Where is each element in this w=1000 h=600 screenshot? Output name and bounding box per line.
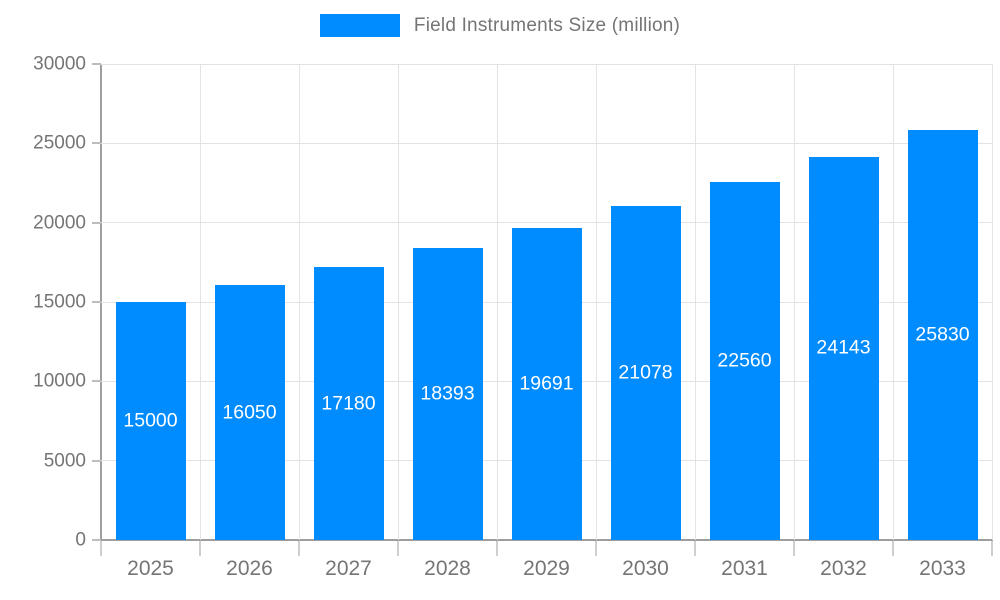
x-axis-label-2029: 2029	[523, 557, 570, 580]
v-gridline-6	[694, 64, 696, 540]
y-tick-mark	[92, 63, 101, 65]
y-axis-label-10000: 10000	[33, 370, 86, 392]
v-gridline-3	[397, 64, 399, 540]
bar-value-label-2027: 17180	[321, 392, 376, 415]
y-axis-label-0: 0	[75, 529, 86, 551]
bar-2033: 25830	[907, 130, 978, 540]
bar-value-label-2028: 18393	[420, 382, 475, 405]
y-tick-mark	[92, 539, 101, 541]
v-gridline-9	[991, 64, 993, 540]
y-tick-mark	[92, 301, 101, 303]
y-tick-mark	[92, 221, 101, 224]
x-tick-mark	[100, 541, 102, 556]
v-gridline-2	[298, 64, 300, 540]
v-gridline-8	[892, 64, 894, 540]
y-axis-label-5000: 5000	[43, 450, 86, 472]
x-axis-line	[92, 539, 993, 541]
bar-value-label-2031: 22560	[717, 349, 772, 372]
x-tick-mark	[595, 541, 597, 556]
h-gridline-30000	[101, 63, 992, 65]
bar-2029: 19691	[511, 227, 582, 540]
x-tick-mark	[397, 541, 399, 556]
x-axis-label-2030: 2030	[622, 557, 669, 580]
x-axis-label-2032: 2032	[820, 557, 867, 580]
x-tick-mark	[991, 541, 993, 556]
x-tick-mark	[793, 541, 795, 556]
bar-2031: 22560	[709, 182, 780, 540]
y-tick-mark	[92, 459, 101, 462]
x-tick-mark	[694, 541, 696, 556]
bar-2025: 15000	[115, 302, 186, 540]
bar-value-label-2029: 19691	[519, 372, 574, 395]
x-axis-label-2031: 2031	[721, 557, 768, 580]
h-gridline-20000	[101, 222, 992, 224]
x-tick-mark	[298, 541, 300, 556]
y-tick-mark	[92, 380, 101, 383]
legend-swatch-icon	[319, 14, 400, 37]
y-axis-label-20000: 20000	[33, 212, 86, 234]
x-tick-mark	[496, 541, 498, 556]
y-axis-label-15000: 15000	[33, 291, 86, 313]
x-axis-label-2026: 2026	[226, 557, 273, 580]
bar-2026: 16050	[214, 285, 285, 540]
v-gridline-1	[199, 64, 201, 540]
legend-label: Field Instruments Size (million)	[413, 14, 681, 36]
v-gridline-7	[793, 64, 795, 540]
h-gridline-25000	[101, 142, 992, 144]
x-axis-label-2033: 2033	[919, 557, 966, 580]
v-gridline-5	[595, 64, 597, 540]
y-axis-label-30000: 30000	[33, 53, 86, 75]
y-tick-mark	[92, 142, 101, 145]
bar-2030: 21078	[610, 205, 681, 540]
bar-2027: 17180	[313, 267, 384, 540]
plot-area: 15000 16050 17180 18393 19691 21078 22560 24143…	[101, 63, 993, 540]
y-axis-label-25000: 25000	[33, 132, 86, 154]
v-gridline-4	[496, 64, 498, 540]
x-axis-label-2025: 2025	[127, 557, 174, 580]
bar-2028: 18393	[412, 248, 483, 540]
bar-value-label-2030: 21078	[618, 361, 673, 384]
x-tick-mark	[199, 541, 201, 556]
x-axis-label-2028: 2028	[424, 557, 471, 580]
y-axis-line	[100, 64, 102, 541]
bar-value-label-2026: 16050	[222, 401, 277, 424]
x-axis-label-2027: 2027	[325, 557, 372, 580]
chart-legend: Field Instruments Size (million)	[0, 14, 1000, 37]
bar-2032: 24143	[808, 156, 879, 540]
bar-value-label-2032: 24143	[816, 336, 871, 359]
bar-value-label-2025: 15000	[123, 409, 178, 432]
x-tick-mark	[892, 541, 894, 556]
bar-value-label-2033: 25830	[915, 323, 970, 346]
